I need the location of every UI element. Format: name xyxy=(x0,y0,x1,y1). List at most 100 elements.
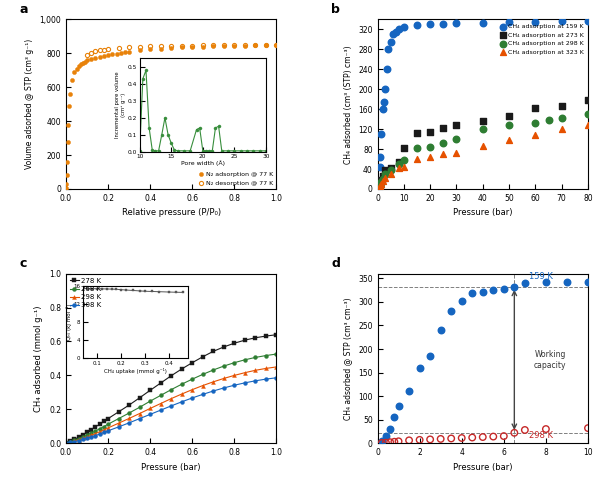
CH₄ adsorption at 273 K xyxy=(425,128,435,135)
298 K xyxy=(125,415,133,421)
N₂ desorption @ 77 K xyxy=(92,48,99,54)
Point xyxy=(520,279,530,287)
278 K xyxy=(220,344,227,350)
CH₄ adsorption at 159 K xyxy=(530,18,540,26)
Text: a: a xyxy=(20,3,28,16)
CH₄ adsorption at 159 K xyxy=(374,183,383,190)
278 K xyxy=(100,418,107,424)
CH₄ adsorption at 159 K xyxy=(504,19,514,26)
298 K xyxy=(273,364,280,370)
N₂ adsorption @ 77 K xyxy=(113,51,120,56)
308 K xyxy=(262,376,269,382)
CH₄ adsorption at 298 K xyxy=(386,166,395,174)
CH₄ adsorption at 273 K xyxy=(374,184,383,192)
Text: 298 K: 298 K xyxy=(529,431,553,440)
CH₄ adsorption at 323 K xyxy=(375,184,385,191)
N₂ adsorption @ 77 K xyxy=(157,46,164,52)
CH₄ adsorption at 323 K xyxy=(376,183,385,190)
Point xyxy=(509,429,519,437)
N₂ adsorption @ 77 K xyxy=(63,181,70,187)
268 K xyxy=(75,436,82,442)
CH₄ adsorption at 159 K xyxy=(439,20,448,28)
298 K xyxy=(241,370,248,375)
CH₄ adsorption at 159 K xyxy=(452,19,461,27)
CH₄ adsorption at 159 K xyxy=(382,65,392,73)
Point xyxy=(381,432,391,440)
CH₄ adsorption at 159 K xyxy=(383,45,393,53)
N₂ desorption @ 77 K xyxy=(178,43,185,49)
N₂ desorption @ 77 K xyxy=(96,47,103,53)
Point xyxy=(425,435,435,443)
CH₄ adsorption at 298 K xyxy=(376,181,385,189)
N₂ adsorption @ 77 K xyxy=(210,43,217,49)
Point xyxy=(436,326,445,334)
CH₄ adsorption at 159 K xyxy=(425,20,435,28)
278 K xyxy=(83,429,91,435)
CH₄ adsorption at 159 K xyxy=(380,85,390,93)
298 K xyxy=(75,437,82,443)
N₂ desorption @ 77 K xyxy=(136,44,143,50)
268 K xyxy=(146,398,154,404)
N₂ desorption @ 77 K xyxy=(252,42,259,48)
Point xyxy=(457,434,467,442)
Point xyxy=(385,425,395,433)
Point xyxy=(467,289,477,297)
278 K xyxy=(199,354,206,360)
N₂ adsorption @ 77 K xyxy=(146,46,154,52)
308 K xyxy=(273,375,280,381)
N₂ desorption @ 77 K xyxy=(88,50,95,56)
N₂ desorption @ 77 K xyxy=(104,46,112,52)
Point xyxy=(520,426,530,434)
CH₄ adsorption at 298 K xyxy=(377,178,386,186)
N₂ desorption @ 77 K xyxy=(125,44,133,50)
298 K xyxy=(210,379,217,385)
Point xyxy=(389,438,399,446)
268 K xyxy=(188,376,196,382)
Y-axis label: CH₄ adsorbed @ STP (cm³ cm⁻³): CH₄ adsorbed @ STP (cm³ cm⁻³) xyxy=(343,297,352,420)
CH₄ adsorption at 323 K xyxy=(504,136,514,144)
N₂ desorption @ 77 K xyxy=(100,47,107,53)
298 K xyxy=(188,387,196,393)
268 K xyxy=(104,421,112,427)
CH₄ adsorption at 273 K xyxy=(378,172,388,180)
298 K xyxy=(157,401,164,407)
N₂ adsorption @ 77 K xyxy=(231,43,238,49)
Legend: 278 K, 268 K, 298 K, 308 K: 278 K, 268 K, 298 K, 308 K xyxy=(70,277,101,309)
308 K xyxy=(146,412,154,417)
268 K xyxy=(210,367,217,373)
N₂ desorption @ 77 K xyxy=(83,52,91,58)
N₂ adsorption @ 77 K xyxy=(83,57,91,63)
Point xyxy=(446,434,456,442)
Text: Working
capacity: Working capacity xyxy=(534,350,566,370)
N₂ adsorption @ 77 K xyxy=(69,77,76,83)
N₂ adsorption @ 77 K xyxy=(88,56,95,62)
298 K xyxy=(146,406,154,412)
N₂ adsorption @ 77 K xyxy=(65,122,72,128)
Point xyxy=(415,364,424,372)
CH₄ adsorption at 273 K xyxy=(374,183,383,191)
CH₄ adsorption at 273 K xyxy=(399,144,409,152)
Text: 159 K: 159 K xyxy=(529,272,553,281)
268 K xyxy=(273,351,280,357)
268 K xyxy=(241,357,248,363)
Point xyxy=(478,433,488,441)
N₂ adsorption @ 77 K xyxy=(96,54,103,60)
CH₄ adsorption at 323 K xyxy=(583,121,593,129)
Line: N₂ desorption @ 77 K: N₂ desorption @ 77 K xyxy=(85,43,278,57)
CH₄ adsorption at 323 K xyxy=(380,174,390,182)
N₂ desorption @ 77 K xyxy=(188,43,196,49)
298 K xyxy=(231,373,238,378)
N₂ adsorption @ 77 K xyxy=(65,103,73,109)
Point xyxy=(394,437,403,445)
N₂ desorption @ 77 K xyxy=(220,42,227,48)
308 K xyxy=(167,403,175,409)
N₂ adsorption @ 77 K xyxy=(109,51,116,57)
Point xyxy=(478,288,488,296)
278 K xyxy=(136,395,143,401)
N₂ desorption @ 77 K xyxy=(157,43,164,49)
CH₄ adsorption at 298 K xyxy=(478,125,488,133)
CH₄ adsorption at 298 K xyxy=(583,110,593,118)
Legend: N₂ adsorption @ 77 K, N₂ desorption @ 77 K: N₂ adsorption @ 77 K, N₂ desorption @ 77… xyxy=(198,172,274,186)
268 K xyxy=(157,393,164,398)
278 K xyxy=(188,360,196,366)
